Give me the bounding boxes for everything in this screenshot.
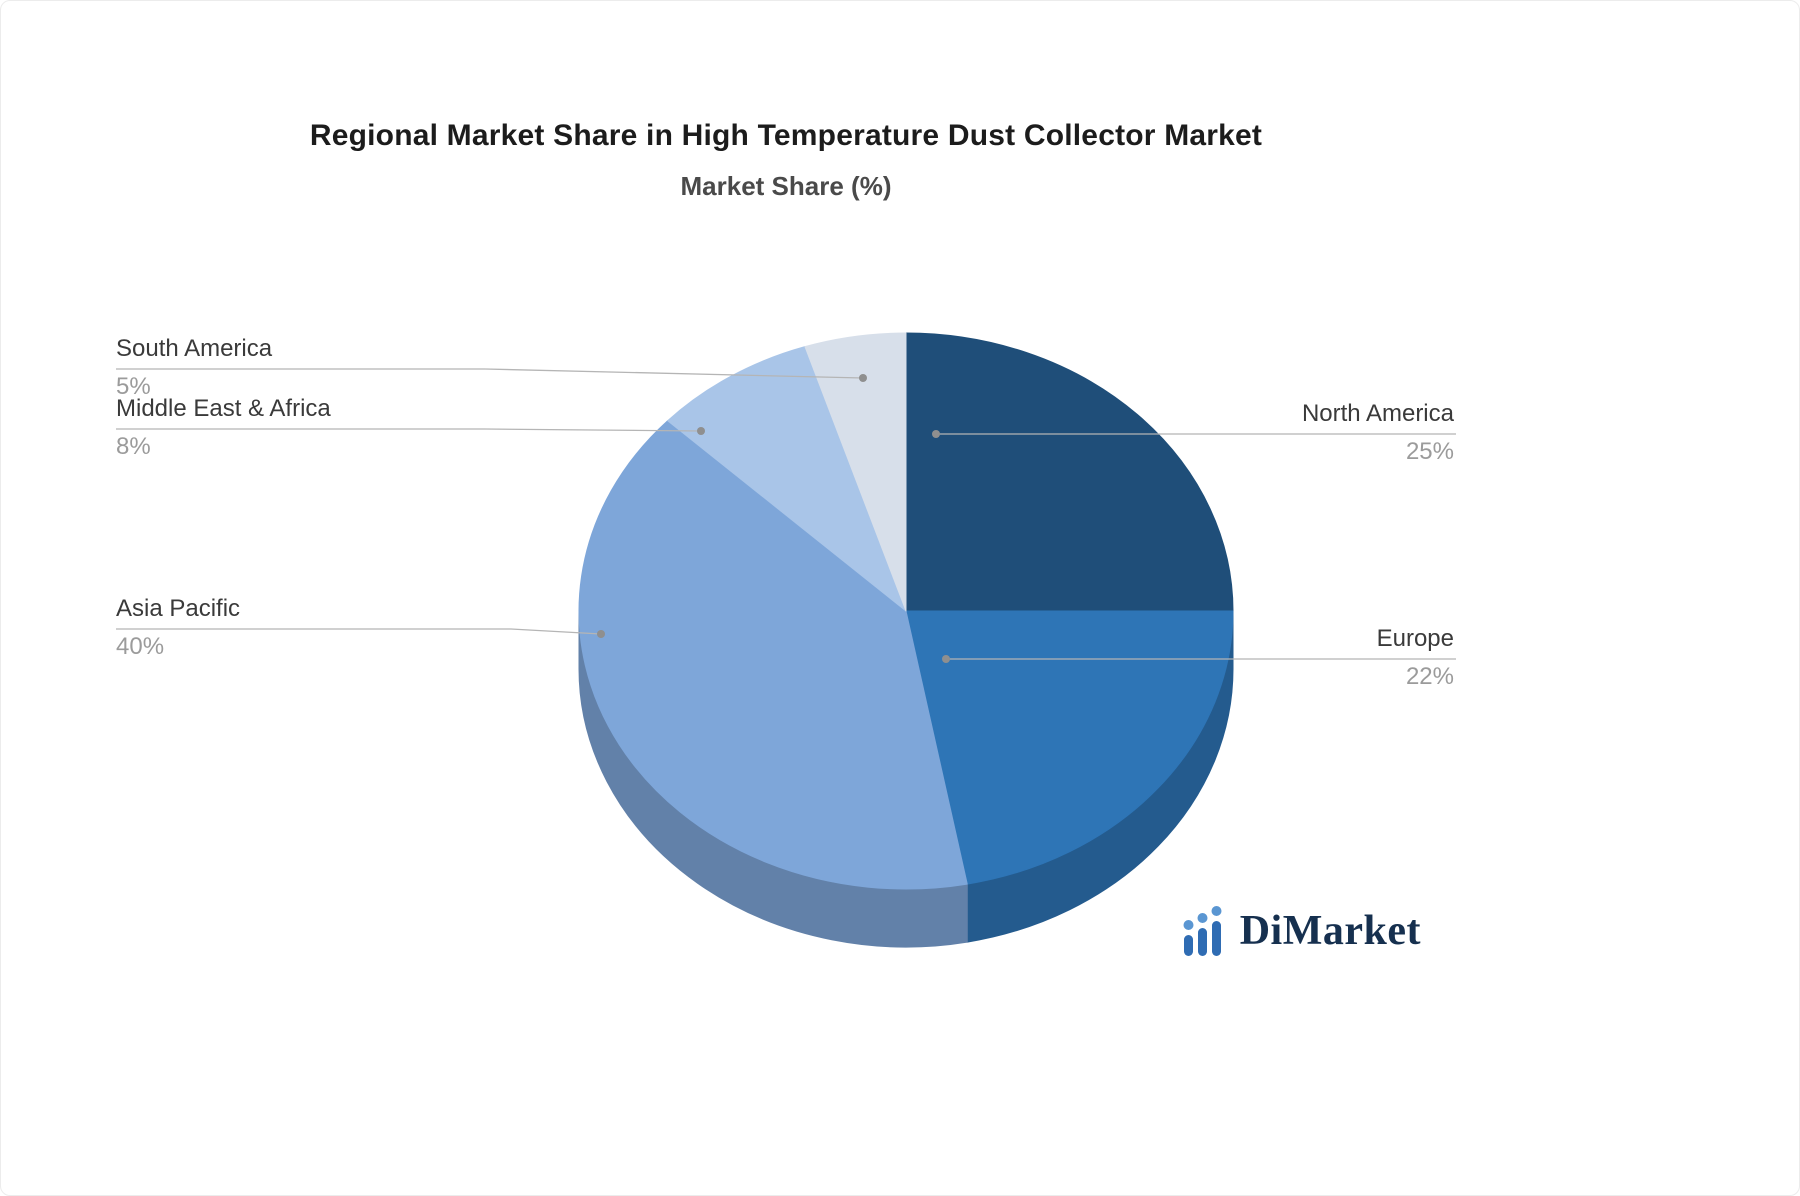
slice-label-value: 40% <box>116 633 165 660</box>
slice-label-name: Asia Pacific <box>116 595 241 622</box>
pie-slice-top-4 <box>804 332 907 612</box>
chart-title: Regional Market Share in High Temperatur… <box>309 119 1263 152</box>
slice-callout-north-america: North America 25% <box>1302 399 1454 467</box>
slice-label-value: 22% <box>1405 663 1454 690</box>
slice-label-name: Middle East & Africa <box>116 395 331 422</box>
pie-slice-top-1 <box>905 610 1234 885</box>
slice-label-name: North America <box>1301 400 1454 427</box>
pie-slice-top-2 <box>578 420 968 890</box>
slice-label-value: 5% <box>116 373 151 400</box>
slice-callout-south-america: South America 5% <box>116 334 272 402</box>
slice-label-name: Europe <box>1376 625 1454 652</box>
bar-chart-logo-icon <box>1183 906 1222 956</box>
brand-logo: DiMarket <box>1178 903 1421 959</box>
callout-dot-2 <box>597 630 605 638</box>
callout-dot-4 <box>859 374 867 382</box>
slice-label-name: South America <box>116 335 273 362</box>
slice-callout-asia-pacific: Asia Pacific 40% <box>116 594 240 662</box>
pie-slice-top-0 <box>905 332 1234 612</box>
callout-dot-0 <box>932 430 940 438</box>
slice-label-value: 8% <box>116 433 151 460</box>
brand-name: DiMarket <box>1239 908 1421 954</box>
pie-slice-side-1 <box>966 610 1234 943</box>
slice-callout-middle-east-africa: Middle East & Africa 8% <box>116 394 331 462</box>
pie-slice-side-2 <box>578 610 968 948</box>
slice-label-value: 25% <box>1405 438 1454 465</box>
chart-subtitle: Market Share (%) <box>680 171 892 201</box>
pie-slice-top-3 <box>667 346 907 612</box>
callout-dot-1 <box>942 655 950 663</box>
slice-callout-europe: Europe 22% <box>1377 624 1454 692</box>
callout-dot-3 <box>697 427 705 435</box>
